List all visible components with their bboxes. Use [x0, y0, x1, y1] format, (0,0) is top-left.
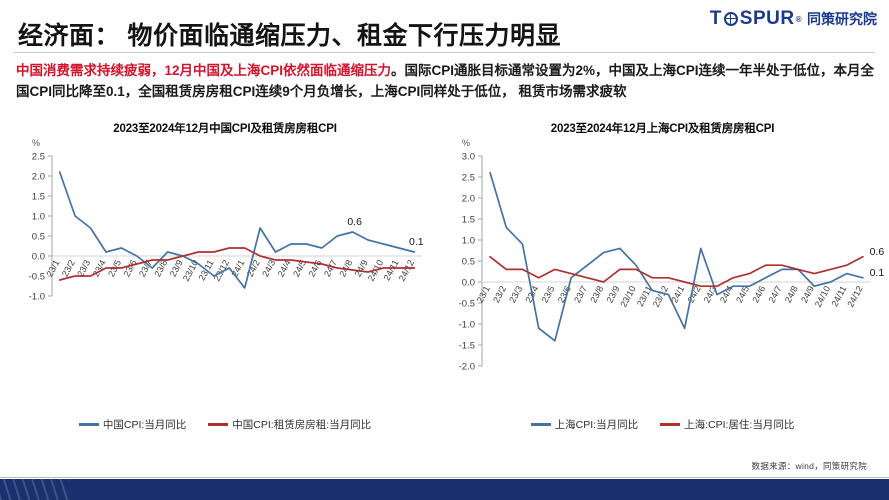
- svg-text:23/3: 23/3: [507, 284, 524, 304]
- svg-text:23/7: 23/7: [572, 284, 589, 304]
- legend-item-0[interactable]: 上海CPI:当月同比: [530, 417, 639, 432]
- svg-text:23/10: 23/10: [181, 258, 200, 283]
- svg-text:1.5: 1.5: [462, 214, 475, 225]
- svg-text:24/2: 24/2: [686, 284, 703, 304]
- svg-text:24/4: 24/4: [276, 258, 293, 278]
- svg-text:1.5: 1.5: [32, 191, 45, 202]
- svg-text:23/6: 23/6: [122, 258, 139, 278]
- svg-text:24/5: 24/5: [734, 284, 751, 304]
- chart-shanghai-cpi: 2023至2024年12月上海CPI及租赁房房租CPI % 3.0 2.5 2.0 1…: [440, 120, 885, 440]
- svg-text:23/10: 23/10: [618, 284, 637, 309]
- svg-text:0.6: 0.6: [347, 216, 362, 228]
- line-chart-svg: 2.52.01.51.00.50.0-0.5-1.023/123/223/323…: [29, 151, 424, 302]
- plot-area: % 2.5 2.0 1.5 1.0 0.5 0.0 -0.5 -1.0 23/1 23/2 23/3…: [10, 138, 440, 392]
- svg-text:2.0: 2.0: [32, 171, 45, 182]
- svg-text:0.1: 0.1: [409, 236, 424, 248]
- svg-text:-1.0: -1.0: [29, 291, 45, 302]
- svg-text:1.0: 1.0: [32, 211, 45, 222]
- svg-text:23/2: 23/2: [491, 284, 508, 304]
- legend-swatch-red: [660, 423, 681, 426]
- svg-text:0.5: 0.5: [32, 231, 45, 242]
- chart-title: 2023至2024年12月中国CPI及租赁房房租CPI: [113, 123, 337, 135]
- title-divider: [14, 52, 875, 53]
- svg-text:0.6: 0.6: [870, 246, 885, 258]
- svg-text:23/1: 23/1: [475, 284, 492, 304]
- svg-text:-0.5: -0.5: [459, 298, 475, 309]
- chart-legend: 上海CPI:当月同比 上海:CPI:居住:当月同比: [440, 417, 885, 432]
- subtitle-paragraph: 中国消费需求持续疲弱，12月中国及上海CPI依然面临通缩压力。国际CPI通胀目标…: [16, 60, 878, 102]
- logo-wordmark: T SPUR ®: [710, 8, 802, 30]
- legend-item-0[interactable]: 中国CPI:当月同比: [78, 417, 187, 432]
- line-chart-svg: 3.0 2.5 2.0 1.5 1.0 0.5 0.0 -0.5 -1.0 -1.5 -2.0 23/…: [459, 151, 885, 372]
- svg-text:0.1: 0.1: [870, 267, 885, 279]
- svg-text:2.0: 2.0: [462, 193, 475, 204]
- brand-logo: T SPUR ® 同策研究院: [710, 8, 877, 30]
- svg-text:24/7: 24/7: [767, 284, 784, 304]
- logo-text-spur: SPUR: [739, 8, 795, 29]
- legend-label: 上海:CPI:居住:当月同比: [684, 419, 795, 431]
- legend-item-1[interactable]: 中国CPI:租赁房房租:当月同比: [208, 417, 371, 432]
- svg-text:1.0: 1.0: [462, 235, 475, 246]
- source-note: 数据来源：wind，同策研究院: [751, 461, 867, 471]
- svg-text:0.0: 0.0: [462, 277, 475, 288]
- logo-chinese-name: 同策研究院: [807, 11, 877, 27]
- svg-text:24/6: 24/6: [307, 258, 324, 278]
- svg-text:23/1: 23/1: [44, 258, 61, 278]
- legend-label: 上海CPI:当月同比: [554, 419, 639, 431]
- page-title: 经济面： 物价面临通缩压力、租金下行压力明显: [18, 22, 561, 50]
- subtitle-rest: 。国际CPI通胀目标通常设置为2%，中国及上海CPI连续一年半处于低位，本月全国…: [16, 63, 875, 99]
- svg-text:-2.0: -2.0: [459, 361, 475, 372]
- svg-text:-0.5: -0.5: [29, 271, 45, 282]
- svg-text:23/8: 23/8: [588, 284, 605, 304]
- svg-text:24/8: 24/8: [783, 284, 800, 304]
- footer-divider: [0, 477, 889, 478]
- legend-label: 中国CPI:当月同比: [102, 419, 187, 431]
- svg-text:2.5: 2.5: [32, 151, 45, 162]
- chart-china-cpi: 2023至2024年12月中国CPI及租赁房房租CPI % 2.5 2.0 1.5 1…: [10, 120, 440, 440]
- svg-text:24/6: 24/6: [750, 284, 767, 304]
- svg-text:24/3: 24/3: [260, 258, 277, 278]
- legend-swatch-blue: [78, 423, 99, 426]
- svg-text:23/8: 23/8: [152, 258, 169, 278]
- logo-letter-t: T: [709, 8, 722, 29]
- footer-band: [0, 479, 889, 500]
- svg-text:23/12: 23/12: [651, 284, 670, 309]
- svg-text:-1.0: -1.0: [459, 319, 475, 330]
- y-axis-unit: %: [462, 138, 471, 148]
- footer-stripes-decoration: [0, 479, 70, 500]
- chart-legend: 中国CPI:当月同比 中国CPI:租赁房房租:当月同比: [10, 417, 440, 432]
- legend-swatch-blue: [530, 423, 551, 426]
- chart-title: 2023至2024年12月上海CPI及租赁房房租CPI: [550, 123, 775, 135]
- y-axis-unit: %: [32, 138, 41, 148]
- trademark-mark: ®: [795, 14, 802, 24]
- svg-text:23/5: 23/5: [540, 284, 557, 304]
- svg-text:23/12: 23/12: [212, 258, 231, 283]
- svg-text:24/12: 24/12: [845, 284, 864, 309]
- svg-text:0.5: 0.5: [462, 256, 475, 267]
- svg-text:24/10: 24/10: [813, 284, 832, 309]
- svg-text:24/12: 24/12: [397, 258, 416, 283]
- legend-item-1[interactable]: 上海:CPI:居住:当月同比: [660, 417, 794, 432]
- legend-label: 中国CPI:租赁房房租:当月同比: [232, 419, 372, 431]
- svg-text:-1.5: -1.5: [459, 340, 475, 351]
- subtitle-highlight: 中国消费需求持续疲弱，12月中国及上海CPI依然面临通缩压力: [16, 63, 392, 78]
- svg-text:3.0: 3.0: [462, 151, 475, 162]
- globe-icon: [723, 12, 738, 26]
- legend-swatch-red: [208, 423, 229, 426]
- plot-area: % 3.0 2.5 2.0 1.5 1.0 0.5 0.0 -0.5 -1.0 -1.5 -2.0 2…: [440, 138, 885, 392]
- svg-text:24/1: 24/1: [229, 258, 246, 278]
- svg-text:0.0: 0.0: [32, 251, 45, 262]
- svg-text:2.5: 2.5: [462, 172, 475, 183]
